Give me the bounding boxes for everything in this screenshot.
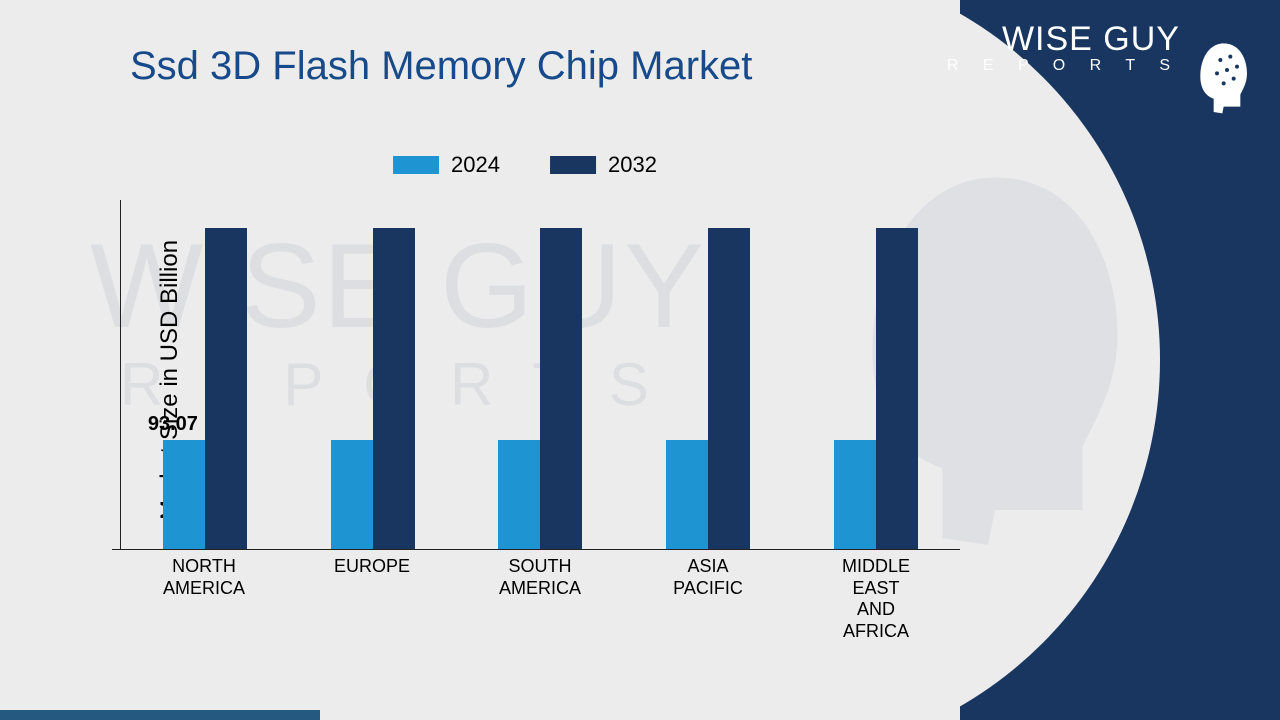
chart-title: Ssd 3D Flash Memory Chip Market	[130, 44, 752, 89]
bar-2032	[540, 228, 582, 549]
x-axis-labels: NORTHAMERICAEUROPESOUTHAMERICAASIAPACIFI…	[120, 556, 960, 642]
bar-group	[289, 200, 457, 549]
bar-group	[457, 200, 625, 549]
legend: 2024 2032	[393, 152, 657, 178]
bar-group	[792, 200, 960, 549]
legend-item-2032: 2032	[550, 152, 657, 178]
x-axis-label: MIDDLEEASTANDAFRICA	[792, 556, 960, 642]
bar-2024	[498, 440, 540, 549]
legend-label-2024: 2024	[451, 152, 500, 178]
brand-logo: WISE GUY R E P O R T S	[947, 22, 1252, 74]
bar-2024	[163, 440, 205, 549]
legend-label-2032: 2032	[608, 152, 657, 178]
bar-2024	[666, 440, 708, 549]
bar-2024	[834, 440, 876, 549]
bar-groups: 93.07	[121, 200, 960, 549]
bar-2032	[205, 228, 247, 549]
x-axis-label: EUROPE	[288, 556, 456, 642]
bar-group	[624, 200, 792, 549]
plot-area: 93.07	[120, 200, 960, 550]
bottom-accent-strip	[0, 710, 320, 720]
bar-chart: Market Size in USD Billion 2024 2032 93.…	[90, 160, 960, 600]
brand-head-icon	[1182, 40, 1252, 120]
bar-2032	[373, 228, 415, 549]
bar-group: 93.07	[121, 200, 289, 549]
bar-2032	[876, 228, 918, 549]
legend-swatch-2024	[393, 156, 439, 174]
bar-2032	[708, 228, 750, 549]
legend-item-2024: 2024	[393, 152, 500, 178]
x-axis-label: SOUTHAMERICA	[456, 556, 624, 642]
figure-canvas: WISE GUY REPORTS WISE GUY R E P O R T S …	[0, 0, 1280, 720]
bar-2024	[331, 440, 373, 549]
bar-value-label: 93.07	[148, 413, 198, 436]
x-axis-label: ASIAPACIFIC	[624, 556, 792, 642]
y-tick-zero	[112, 549, 120, 551]
legend-swatch-2032	[550, 156, 596, 174]
x-axis-label: NORTHAMERICA	[120, 556, 288, 642]
